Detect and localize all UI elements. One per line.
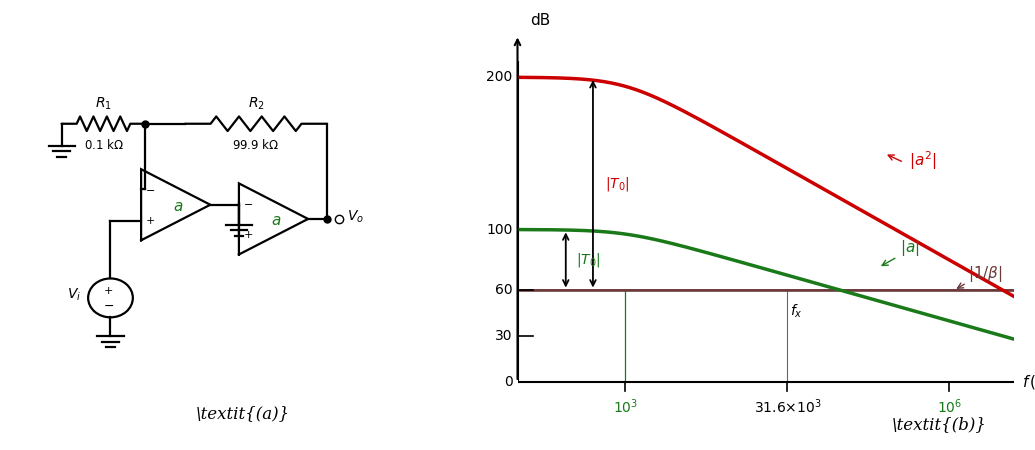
Text: $|1/\beta|$: $|1/\beta|$ (969, 264, 1003, 284)
Text: $99.9\ \mathrm{k\Omega}$: $99.9\ \mathrm{k\Omega}$ (232, 138, 279, 152)
Text: 30: 30 (495, 329, 512, 343)
Text: $|a^2|$: $|a^2|$ (909, 149, 937, 171)
Text: \textit{(a)}: \textit{(a)} (196, 405, 291, 422)
Text: $-$: $-$ (145, 184, 155, 194)
Text: $|T_0|$: $|T_0|$ (576, 251, 601, 269)
Text: $+$: $+$ (242, 230, 253, 240)
Text: \textit{(b)}: \textit{(b)} (891, 416, 986, 433)
Text: $0.1\ \mathrm{k\Omega}$: $0.1\ \mathrm{k\Omega}$ (84, 138, 123, 152)
Text: $10^3$: $10^3$ (613, 397, 638, 416)
Text: $+$: $+$ (145, 215, 155, 226)
Text: dB: dB (530, 14, 550, 28)
Text: $R_2$: $R_2$ (247, 96, 265, 112)
Text: $V_i$: $V_i$ (67, 287, 82, 303)
Text: $\mathit{a}$: $\mathit{a}$ (173, 199, 183, 214)
Text: $|a|$: $|a|$ (900, 238, 920, 258)
Text: $31.6{\times}10^3$: $31.6{\times}10^3$ (753, 397, 821, 416)
Text: $-$: $-$ (242, 198, 253, 208)
Text: $+$: $+$ (104, 285, 113, 296)
Text: $V_o$: $V_o$ (347, 209, 364, 225)
Text: $\mathit{a}$: $\mathit{a}$ (271, 213, 280, 229)
Text: 60: 60 (495, 284, 512, 297)
Text: $10^6$: $10^6$ (937, 397, 962, 416)
Text: $-$: $-$ (102, 299, 114, 312)
Text: 0: 0 (504, 375, 512, 389)
Text: $f\,\mathrm{(Hz)}$: $f\,\mathrm{(Hz)}$ (1022, 373, 1035, 391)
Text: $|T_0|$: $|T_0|$ (605, 175, 630, 193)
Text: $R_1$: $R_1$ (95, 96, 112, 112)
Text: $f_x$: $f_x$ (790, 302, 802, 320)
Text: 200: 200 (486, 70, 512, 84)
Text: 100: 100 (486, 222, 512, 237)
